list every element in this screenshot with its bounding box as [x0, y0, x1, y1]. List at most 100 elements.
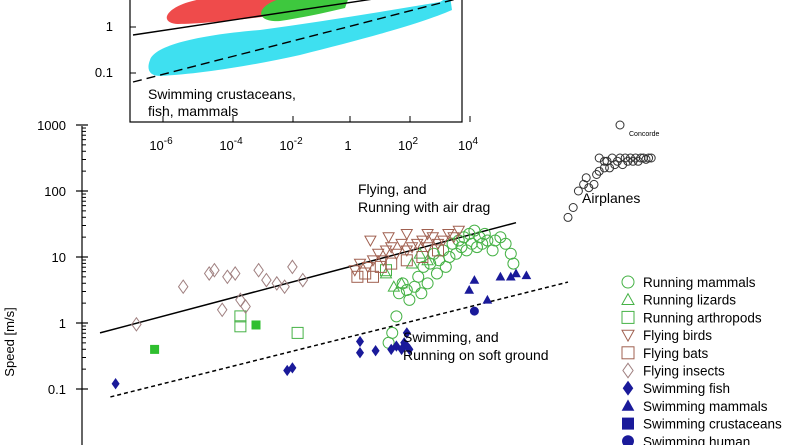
- point-flying-birds: [400, 245, 414, 257]
- point-flying-bats: [351, 270, 364, 283]
- point-running-lizards: [405, 257, 419, 269]
- point-flying-birds: [410, 238, 424, 251]
- point-flying-birds: [421, 229, 434, 241]
- legend-label-swimming-fish: Swimming fish: [643, 381, 730, 396]
- point-running-mammals: [443, 251, 456, 263]
- point-running-mammals: [486, 244, 499, 257]
- point-swimming-fish: [392, 340, 401, 352]
- inset-xtick-label: 10-2: [279, 136, 303, 153]
- ytick-label: 100: [44, 184, 66, 199]
- point-swimming-fish: [355, 335, 365, 348]
- point-running-arthropods-filled: [150, 344, 160, 354]
- legend-label-swimming-crustaceans: Swimming crustaceans: [643, 417, 782, 432]
- inset-y-ticks: 1 0.1: [95, 19, 136, 80]
- point-flying-birds: [431, 238, 445, 251]
- point-flying-birds: [379, 245, 393, 257]
- point-flying-birds: [382, 232, 395, 244]
- point-running-mammals: [507, 257, 520, 270]
- point-airplanes: [620, 153, 630, 163]
- point-airplanes: [594, 153, 604, 163]
- legend-label-running-lizards: Running lizards: [643, 293, 736, 308]
- legend-marker-swimming-mammals: [621, 399, 635, 411]
- data-points: [111, 120, 656, 390]
- point-running-mammals: [430, 267, 443, 280]
- legend-item-flying-birds: Flying birds: [621, 328, 712, 343]
- point-airplanes: [573, 186, 583, 196]
- annotation-swimming-1: Swimming, and: [403, 329, 499, 345]
- point-flying-insects: [177, 279, 189, 295]
- point-flying-birds: [447, 232, 460, 244]
- point-flying-birds: [364, 235, 377, 248]
- point-running-arthropods: [291, 326, 304, 339]
- point-flying-birds: [421, 242, 434, 254]
- point-flying-bats: [359, 267, 372, 280]
- point-airplanes: [612, 156, 622, 166]
- inset-xtick-label: 1: [344, 138, 351, 153]
- point-swimming-mammals: [469, 275, 480, 284]
- point-swimming-fish: [355, 347, 365, 359]
- point-flying-bats: [432, 244, 444, 257]
- point-running-mammals: [390, 310, 403, 323]
- point-airplanes: [623, 156, 633, 166]
- point-swimming-mammals: [464, 284, 475, 294]
- point-flying-insects: [222, 269, 233, 285]
- point-airplanes: [602, 156, 612, 166]
- point-flying-birds: [452, 225, 466, 238]
- point-flying-insects: [209, 262, 220, 278]
- fit-line-swimming: [110, 281, 569, 398]
- point-airplanes: [568, 203, 578, 212]
- point-flying-birds: [371, 248, 385, 261]
- point-running-lizards: [379, 266, 393, 279]
- point-running-mammals: [478, 227, 491, 240]
- inset-frame: [129, 0, 463, 123]
- legend-label-flying-insects: Flying insects: [643, 364, 725, 379]
- point-flying-insects: [229, 266, 241, 281]
- point-swimming-fish: [387, 343, 396, 356]
- point-airplanes: [615, 153, 625, 163]
- point-flying-insects: [287, 259, 298, 275]
- point-running-mammals: [499, 237, 512, 250]
- point-flying-birds: [416, 235, 429, 248]
- legend-item-running-mammals: Running mammals: [621, 275, 756, 290]
- point-flying-birds: [348, 265, 362, 277]
- point-swimming-mammals: [495, 271, 506, 281]
- point-flying-birds: [384, 242, 398, 254]
- legend-label-swimming-human: Swimming human: [643, 434, 750, 445]
- inset-x-ticks: 10-6 10-4 10-2 1 102 104: [149, 116, 478, 153]
- point-running-arthropods: [234, 320, 247, 333]
- point-flying-birds: [442, 229, 455, 241]
- inset-fit-dashed: [132, 0, 456, 83]
- legend-marker-flying-insects: [622, 362, 634, 379]
- point-flying-insects: [131, 316, 142, 332]
- point-airplanes: [646, 153, 656, 163]
- point-airplanes: [594, 166, 604, 176]
- inset-ytick-label: 1: [106, 19, 113, 34]
- annotation-swimming-2: Running on soft ground: [403, 347, 549, 363]
- point-running-mammals: [481, 234, 494, 247]
- point-running-lizards: [421, 253, 434, 266]
- point-flying-bats: [367, 270, 379, 283]
- point-airplanes: [599, 163, 609, 173]
- point-airplanes: [625, 153, 635, 163]
- main-axes: 1000 100 10 1 0.1 Speed [m/s]: [2, 118, 88, 445]
- point-flying-insects: [271, 275, 283, 291]
- point-airplanes: [584, 183, 594, 193]
- point-running-arthropods: [234, 310, 247, 323]
- point-swimming-fish: [288, 362, 297, 374]
- point-flying-birds: [361, 262, 375, 274]
- legend-item-running-arthropods: Running arthropods: [621, 310, 762, 325]
- point-running-mammals: [439, 260, 452, 273]
- inset-xtick-label: 10-4: [219, 136, 243, 153]
- legend-item-swimming-mammals: Swimming mammals: [621, 399, 768, 414]
- legend-marker-running-lizards: [621, 292, 635, 305]
- point-flying-insects: [253, 262, 264, 278]
- point-swimming-mammals: [521, 270, 532, 280]
- inset-region-flying: [166, 0, 289, 24]
- legend-item-running-lizards: Running lizards: [621, 292, 736, 308]
- point-airplanes: [605, 163, 615, 173]
- point-flying-birds: [400, 229, 414, 241]
- annotation-flying-2: Running with air drag: [358, 199, 490, 215]
- point-airplanes: [599, 156, 609, 166]
- main-y-ticks: 1000 100 10 1 0.1: [37, 118, 88, 397]
